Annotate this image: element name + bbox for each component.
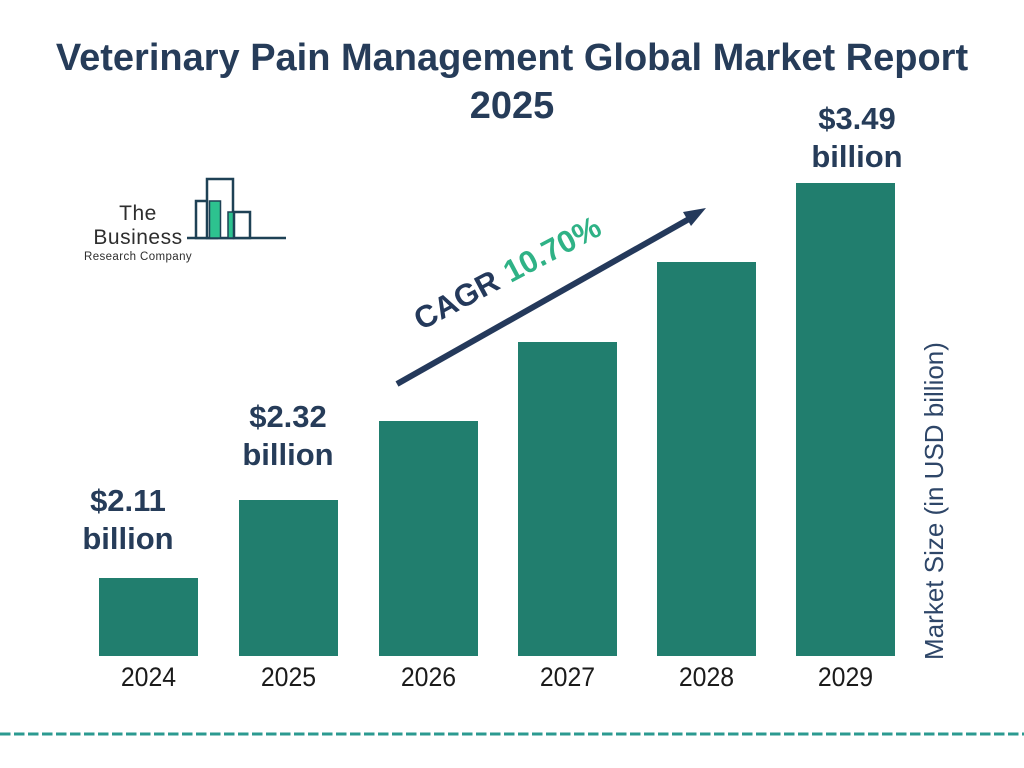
cagr-value: 10.70%: [497, 209, 607, 290]
y-axis-label: Market Size (in USD billion): [919, 342, 949, 660]
value-callout-2024: $2.11 billion: [68, 482, 188, 558]
page-title: Veterinary Pain Management Global Market…: [0, 34, 1024, 130]
year-label-2027: 2027: [539, 662, 596, 692]
bar-2026: [379, 421, 478, 656]
value-unit-2025: billion: [242, 437, 334, 472]
cagr-label: CAGR: [408, 263, 506, 337]
value-callout-2025: $2.32 billion: [228, 398, 348, 474]
company-logo-text: The Business Research Company: [75, 202, 201, 263]
bar-2029: [796, 183, 895, 656]
page-title-text: Veterinary Pain Management Global Market…: [55, 37, 969, 127]
bar-2025: [239, 500, 338, 656]
value-unit-2024: billion: [82, 521, 174, 556]
company-logo-name: The Business: [93, 202, 183, 249]
value-amount-2029: $3.49: [818, 101, 896, 136]
value-unit-2029: billion: [811, 139, 903, 174]
value-amount-2024: $2.11: [90, 483, 166, 518]
company-logo: The Business Research Company: [70, 166, 300, 263]
value-amount-2025: $2.32: [249, 399, 327, 434]
value-callout-2029: $3.49 billion: [797, 100, 917, 176]
year-label-2025: 2025: [260, 662, 317, 692]
cagr-annotation: CAGR10.70%: [408, 209, 607, 338]
year-label-2028: 2028: [678, 662, 735, 692]
bar-chart-logo-icon: [187, 177, 286, 240]
year-label-2026: 2026: [400, 662, 457, 692]
year-label-2024: 2024: [120, 662, 177, 692]
company-logo-subtitle: Research Company: [83, 251, 193, 263]
bar-2028: [657, 262, 756, 656]
bar-2024: [99, 578, 198, 656]
bar-2027: [518, 342, 617, 656]
year-label-2029: 2029: [817, 662, 874, 692]
